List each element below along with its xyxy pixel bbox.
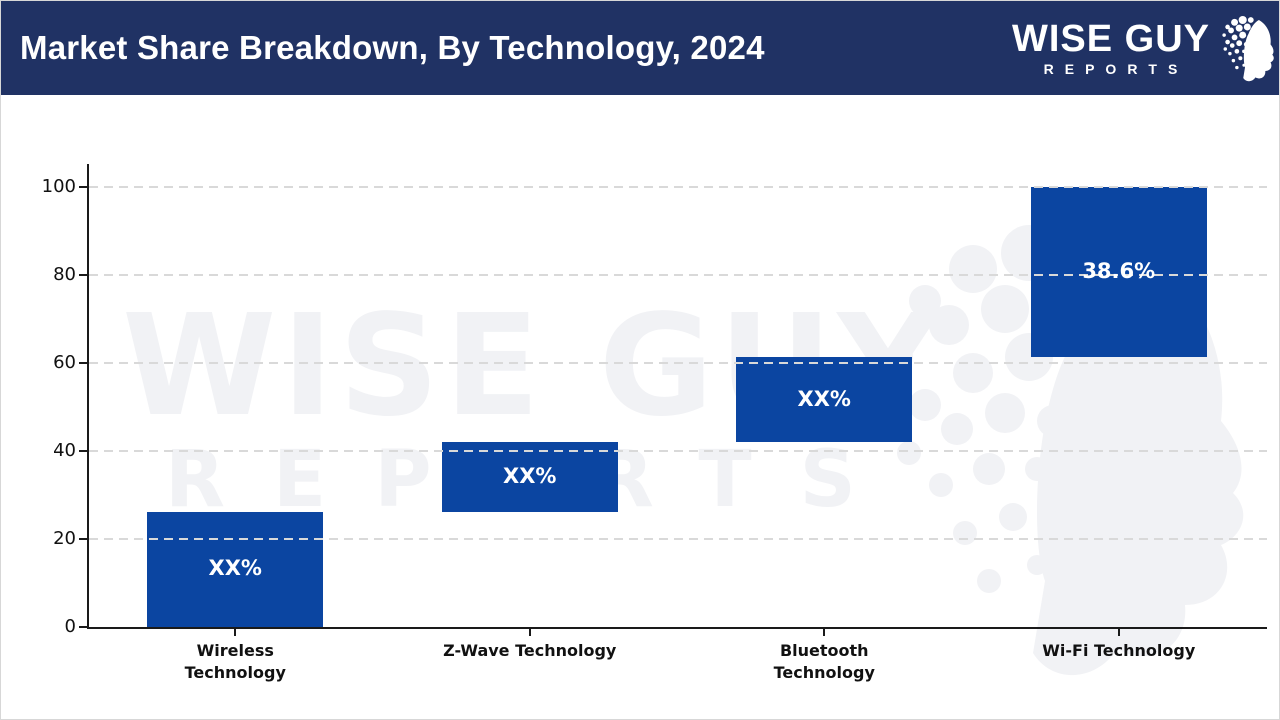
gridline-y100 bbox=[89, 186, 1267, 188]
y-tick-20 bbox=[79, 538, 87, 540]
y-tick-80 bbox=[79, 274, 87, 276]
logo-wordmark-block: WISE GUY REPORTS bbox=[1012, 20, 1210, 77]
x-tick-2 bbox=[528, 629, 531, 636]
market-share-chart: WISE GUY REPORTS 020406080100XX%Wireless… bbox=[0, 95, 1280, 720]
y-tick-label-80: 80 bbox=[53, 264, 76, 285]
gridline-y20 bbox=[89, 538, 1267, 540]
bar-label-1: XX% bbox=[208, 556, 262, 581]
bar-label-3: XX% bbox=[797, 386, 851, 411]
header-bar: Market Share Breakdown, By Technology, 2… bbox=[0, 0, 1280, 95]
bar-1 bbox=[147, 511, 324, 627]
wise-guy-logo: WISE GUY REPORTS bbox=[1012, 9, 1274, 89]
x-tick-1 bbox=[234, 629, 237, 636]
x-axis-line bbox=[87, 627, 1267, 629]
y-tick-label-20: 20 bbox=[53, 528, 76, 549]
x-tick-4 bbox=[1117, 629, 1120, 636]
y-tick-label-60: 60 bbox=[53, 352, 76, 373]
y-axis-line bbox=[87, 164, 89, 629]
y-tick-label-0: 0 bbox=[64, 616, 76, 637]
y-tick-100 bbox=[79, 186, 87, 188]
bar-3 bbox=[736, 356, 913, 443]
category-label-4: Wi-Fi Technology bbox=[1042, 641, 1196, 660]
y-tick-0 bbox=[79, 626, 87, 628]
gridline-y40 bbox=[89, 450, 1267, 452]
y-tick-label-40: 40 bbox=[53, 440, 76, 461]
page-title: Market Share Breakdown, By Technology, 2… bbox=[20, 28, 765, 66]
logo-subtitle: REPORTS bbox=[1043, 61, 1189, 77]
y-tick-40 bbox=[79, 450, 87, 452]
category-label-1: Wireless Technology bbox=[184, 641, 286, 682]
y-tick-60 bbox=[79, 362, 87, 364]
bar-label-4: 38.6% bbox=[1082, 258, 1156, 283]
y-tick-label-100: 100 bbox=[41, 176, 76, 197]
category-label-3: Bluetooth Technology bbox=[773, 641, 875, 682]
bar-2 bbox=[441, 442, 618, 512]
bar-label-2: XX% bbox=[503, 463, 557, 488]
gridline-y80 bbox=[89, 274, 1267, 276]
x-tick-3 bbox=[823, 629, 826, 636]
logo-wordmark: WISE GUY bbox=[1011, 18, 1210, 60]
gridline-y60 bbox=[89, 362, 1267, 364]
wise-guy-head-icon bbox=[1222, 15, 1274, 81]
category-label-2: Z-Wave Technology bbox=[443, 641, 617, 660]
